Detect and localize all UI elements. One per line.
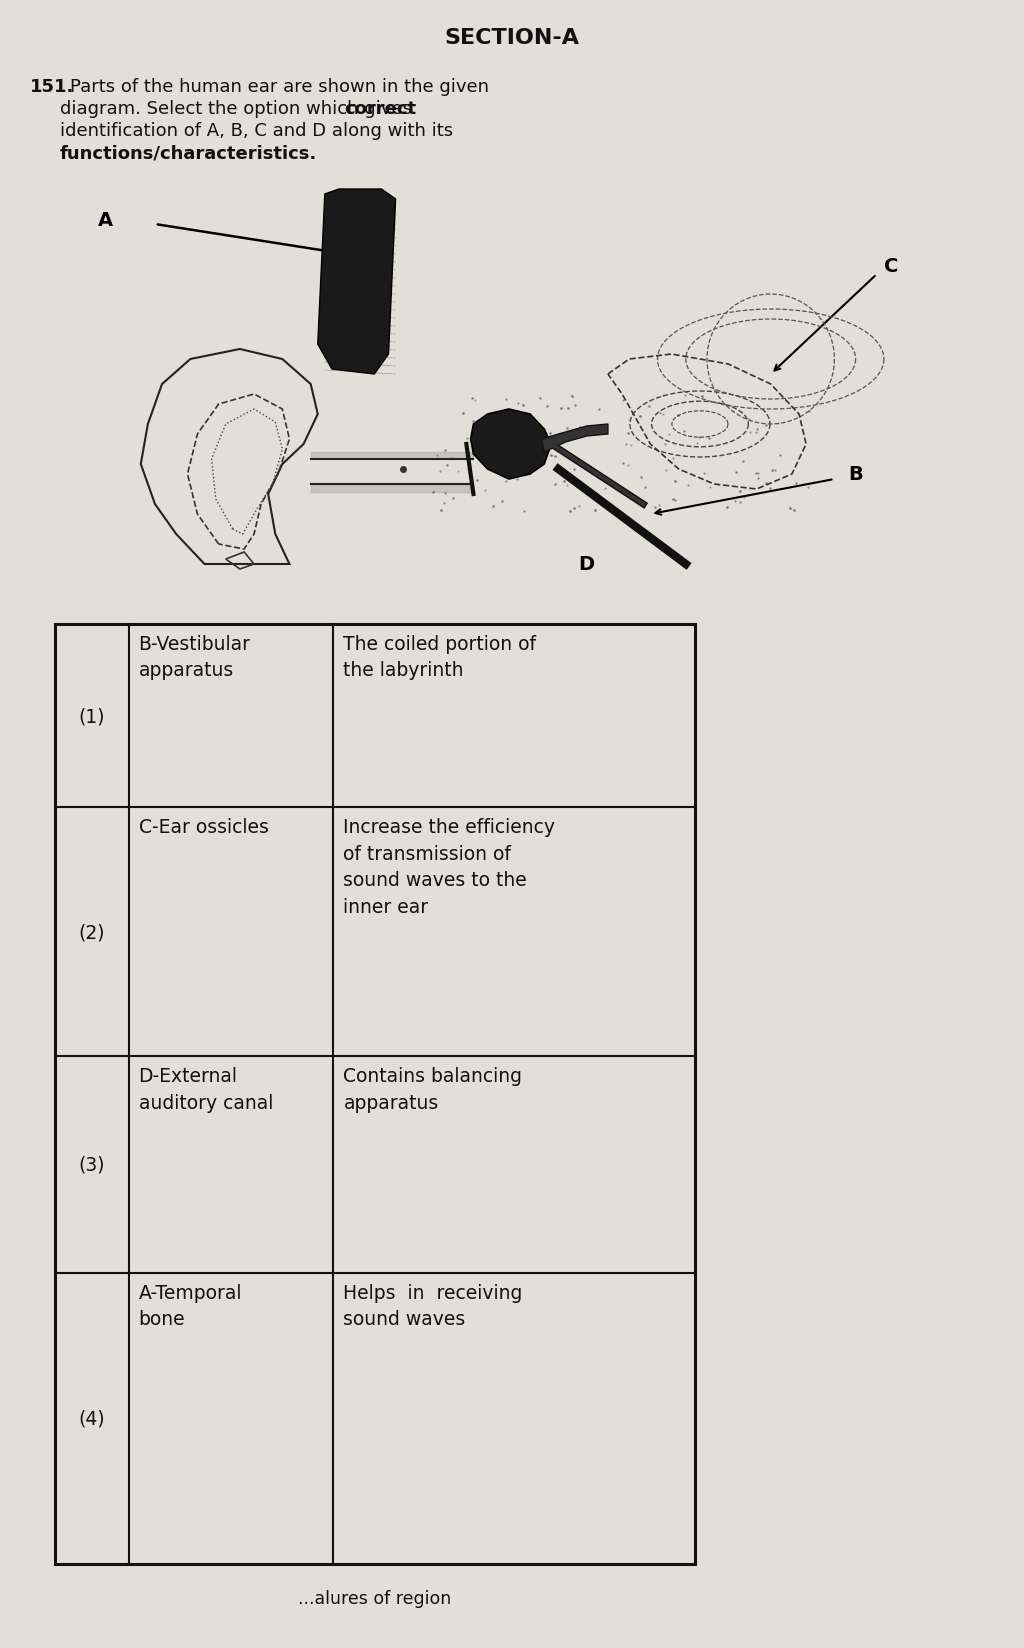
- Text: B: B: [848, 465, 863, 485]
- Text: (2): (2): [79, 923, 105, 941]
- Polygon shape: [317, 190, 395, 374]
- Text: SECTION-A: SECTION-A: [444, 28, 580, 48]
- Text: (1): (1): [79, 707, 105, 725]
- Text: D-External
auditory canal: D-External auditory canal: [138, 1066, 273, 1112]
- Text: functions/characteristics.: functions/characteristics.: [60, 143, 317, 162]
- Text: identification of A, B, C and D along with its: identification of A, B, C and D along wi…: [60, 122, 454, 140]
- Text: B-Vestibular
apparatus: B-Vestibular apparatus: [138, 634, 251, 681]
- Text: Contains balancing
apparatus: Contains balancing apparatus: [343, 1066, 522, 1112]
- Text: ...alures of region: ...alures of region: [298, 1589, 452, 1607]
- Bar: [55, 625, 695, 1564]
- Polygon shape: [542, 425, 608, 453]
- Text: diagram. Select the option which gives: diagram. Select the option which gives: [60, 101, 418, 119]
- Text: C-Ear ossicles: C-Ear ossicles: [138, 817, 268, 837]
- Text: D: D: [579, 555, 595, 574]
- Polygon shape: [471, 410, 551, 480]
- Text: (4): (4): [79, 1409, 105, 1427]
- Text: A: A: [98, 211, 113, 229]
- Text: A-Temporal
bone: A-Temporal bone: [138, 1282, 242, 1328]
- Text: Helps  in  receiving
sound waves: Helps in receiving sound waves: [343, 1282, 523, 1328]
- Text: (3): (3): [79, 1155, 105, 1175]
- Text: correct: correct: [345, 101, 417, 119]
- Text: 151.: 151.: [30, 77, 75, 96]
- Text: C: C: [884, 257, 898, 277]
- Text: Parts of the human ear are shown in the given: Parts of the human ear are shown in the …: [70, 77, 489, 96]
- Text: The coiled portion of
the labyrinth: The coiled portion of the labyrinth: [343, 634, 537, 681]
- Text: Increase the efficiency
of transmission of
sound waves to the
inner ear: Increase the efficiency of transmission …: [343, 817, 555, 916]
